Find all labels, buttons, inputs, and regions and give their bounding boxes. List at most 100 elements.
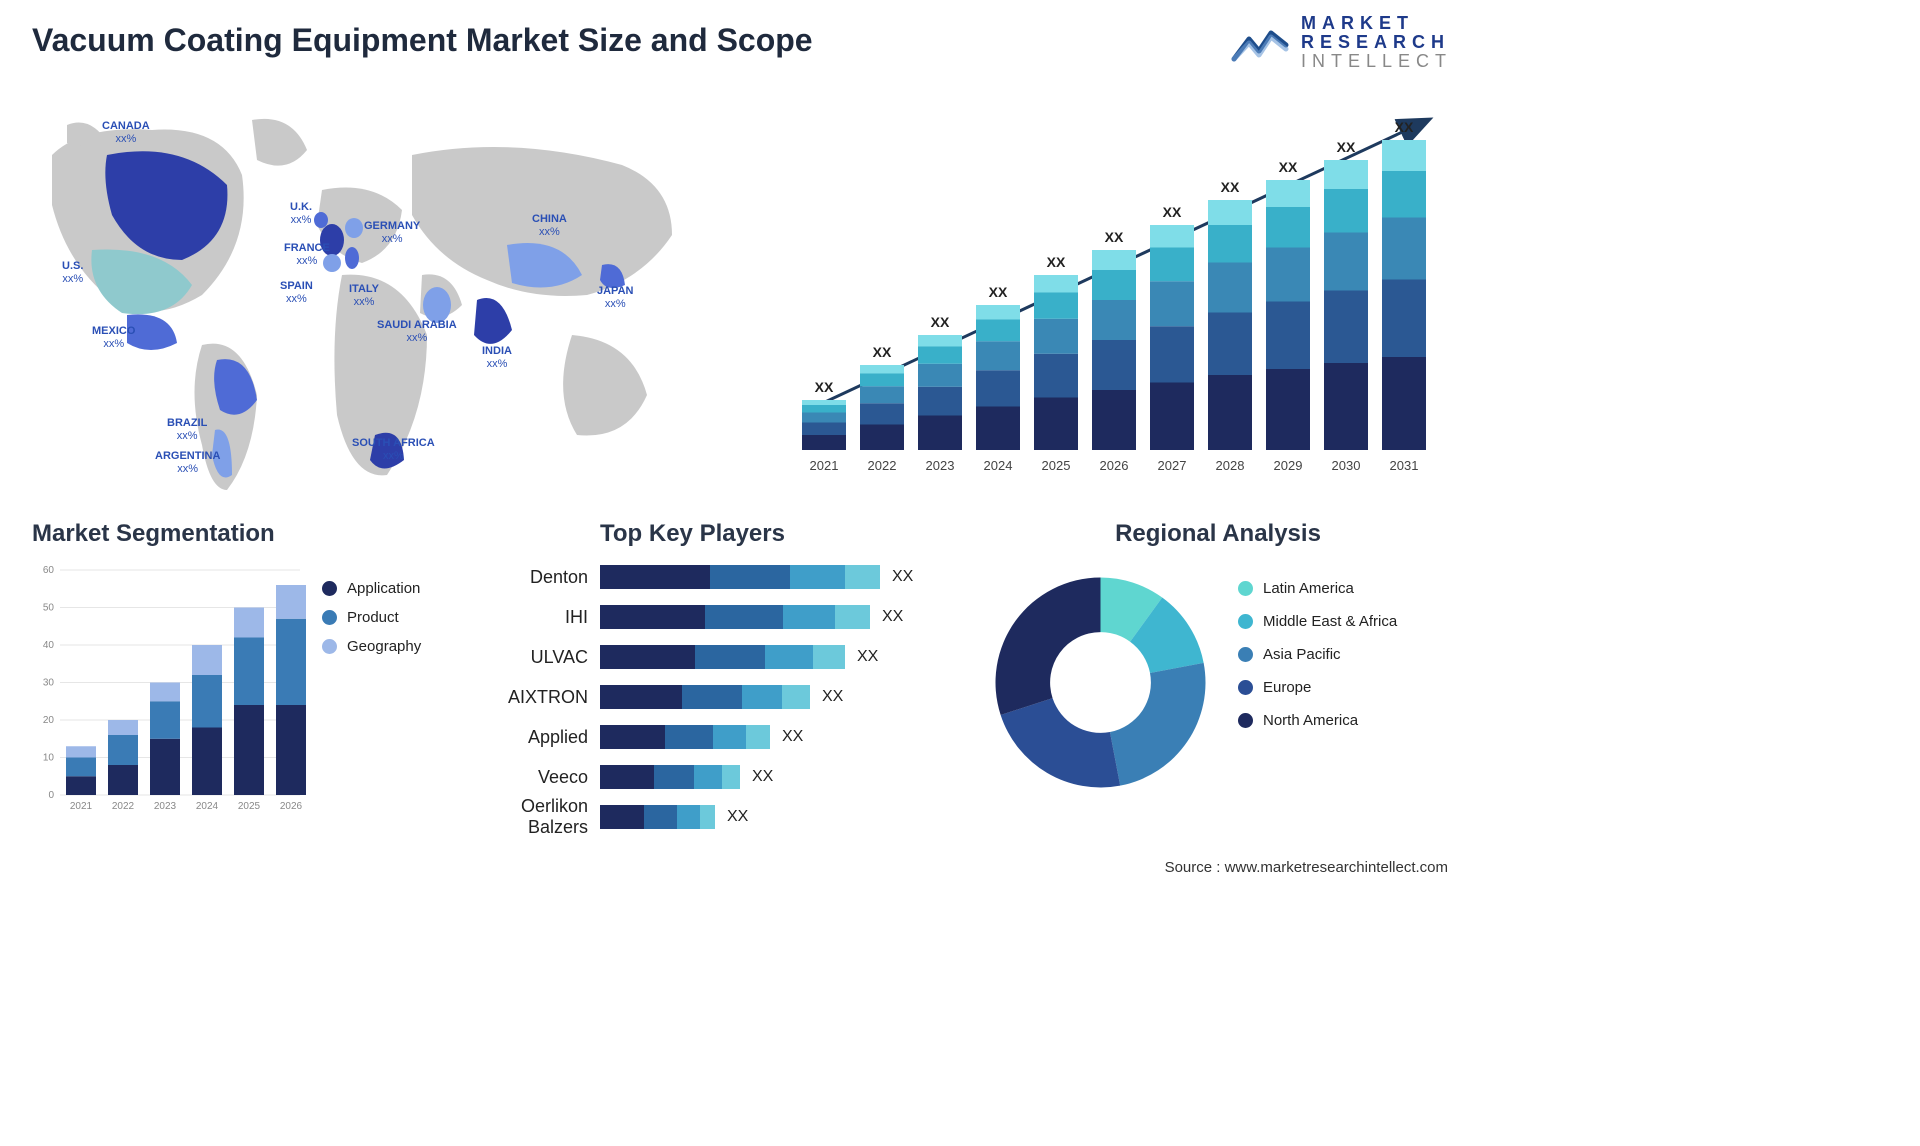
svg-text:60: 60 [43, 565, 55, 576]
regional-legend-latin-america: Latin America [1238, 580, 1397, 597]
svg-text:XX: XX [873, 344, 892, 360]
svg-text:XX: XX [931, 314, 950, 330]
svg-text:2021: 2021 [70, 801, 93, 812]
map-label-spain: SPAINxx% [280, 280, 313, 306]
map-label-germany: GERMANYxx% [364, 220, 420, 246]
map-italy [345, 247, 359, 269]
map-india [474, 298, 512, 344]
logo-line2: RESEARCH [1301, 33, 1452, 52]
svg-text:XX: XX [1105, 229, 1124, 245]
player-value: XX [752, 768, 773, 786]
player-bar [600, 805, 715, 829]
player-name: Denton [460, 567, 600, 588]
regional-legend: Latin AmericaMiddle East & AfricaAsia Pa… [1238, 580, 1397, 745]
svg-text:2028: 2028 [1216, 458, 1245, 473]
svg-text:30: 30 [43, 678, 55, 689]
player-value: XX [857, 648, 878, 666]
map-label-india: INDIAxx% [482, 345, 512, 371]
svg-text:2026: 2026 [1100, 458, 1129, 473]
map-label-france: FRANCExx% [284, 242, 330, 268]
player-row-oerlikon-balzers: Oerlikon BalzersXX [460, 802, 970, 832]
regional-legend-north-america: North America [1238, 712, 1397, 729]
svg-text:2023: 2023 [154, 801, 177, 812]
svg-text:2024: 2024 [196, 801, 219, 812]
seg-legend-product: Product [322, 609, 421, 626]
svg-text:XX: XX [815, 379, 834, 395]
player-name: Oerlikon Balzers [460, 796, 600, 838]
player-name: Applied [460, 727, 600, 748]
regional-legend-europe: Europe [1238, 679, 1397, 696]
player-row-ihi: IHI XX [460, 602, 970, 632]
svg-text:2030: 2030 [1332, 458, 1361, 473]
player-row-applied: Applied XX [460, 722, 970, 752]
svg-text:XX: XX [1221, 179, 1240, 195]
logo-mark-icon [1231, 21, 1289, 63]
svg-text:XX: XX [1337, 139, 1356, 155]
page-title: Vacuum Coating Equipment Market Size and… [32, 22, 813, 59]
players-rows: DentonXXIHIXXULVACXXAIXTRONXXAppliedXXVe… [460, 562, 970, 832]
regional-legend-middle-east-africa: Middle East & Africa [1238, 613, 1397, 630]
map-germany [345, 218, 363, 238]
svg-text:2027: 2027 [1158, 458, 1187, 473]
player-row-denton: Denton XX [460, 562, 970, 592]
svg-text:2023: 2023 [926, 458, 955, 473]
logo-line1: MARKET [1301, 14, 1452, 33]
player-value: XX [822, 688, 843, 706]
svg-text:2025: 2025 [1042, 458, 1071, 473]
svg-text:2029: 2029 [1274, 458, 1303, 473]
map-uk [314, 212, 328, 228]
svg-text:2022: 2022 [112, 801, 135, 812]
svg-text:XX: XX [1047, 254, 1066, 270]
player-name: AIXTRON [460, 687, 600, 708]
map-label-south-africa: SOUTH AFRICAxx% [352, 437, 435, 463]
svg-text:XX: XX [989, 284, 1008, 300]
segmentation-legend: Application Product Geography [322, 580, 421, 667]
player-name: IHI [460, 607, 600, 628]
segmentation-chart-svg: 0102030405060202120222023202420252026 [32, 560, 312, 830]
player-row-aixtron: AIXTRON XX [460, 682, 970, 712]
svg-text:40: 40 [43, 640, 55, 651]
svg-text:0: 0 [48, 790, 54, 801]
map-label-argentina: ARGENTINAxx% [155, 450, 220, 476]
map-label-brazil: BRAZILxx% [167, 417, 207, 443]
player-bar [600, 765, 740, 789]
player-value: XX [727, 808, 748, 826]
svg-text:2026: 2026 [280, 801, 303, 812]
player-value: XX [892, 568, 913, 586]
top-players-panel: Top Key Players DentonXXIHIXXULVACXXAIXT… [460, 520, 970, 840]
seg-legend-application: Application [322, 580, 421, 597]
svg-text:2024: 2024 [984, 458, 1013, 473]
svg-text:2031: 2031 [1390, 458, 1419, 473]
regional-donut-svg [988, 570, 1213, 795]
svg-text:50: 50 [43, 603, 55, 614]
segmentation-panel: Market Segmentation 01020304050602021202… [32, 520, 462, 840]
growth-chart-svg: XX 2021 XX 2022 XX 2023 XX 2024 XX 2025 XX 2026 XX 20… [788, 100, 1448, 490]
svg-text:2022: 2022 [868, 458, 897, 473]
logo-line3: INTELLECT [1301, 52, 1452, 71]
player-value: XX [882, 608, 903, 626]
players-title: Top Key Players [600, 520, 970, 548]
svg-text:XX: XX [1279, 159, 1298, 175]
map-label-china: CHINAxx% [532, 213, 567, 239]
player-name: Veeco [460, 767, 600, 788]
player-bar [600, 685, 810, 709]
segmentation-title: Market Segmentation [32, 520, 462, 548]
map-label-u-s-: U.S.xx% [62, 260, 83, 286]
regional-title: Regional Analysis [988, 520, 1448, 548]
player-name: ULVAC [460, 647, 600, 668]
brand-logo: MARKET RESEARCH INTELLECT [1231, 14, 1452, 71]
svg-text:XX: XX [1163, 204, 1182, 220]
seg-legend-geography: Geography [322, 638, 421, 655]
player-bar [600, 565, 880, 589]
player-value: XX [782, 728, 803, 746]
map-label-mexico: MEXICOxx% [92, 325, 135, 351]
map-brazil [214, 359, 257, 415]
growth-chart-panel: XX 2021 XX 2022 XX 2023 XX 2024 XX 2025 XX 2026 XX 20… [788, 100, 1448, 490]
player-bar [600, 725, 770, 749]
player-row-veeco: Veeco XX [460, 762, 970, 792]
svg-text:20: 20 [43, 715, 55, 726]
map-label-u-k-: U.K.xx% [290, 201, 312, 227]
player-row-ulvac: ULVAC XX [460, 642, 970, 672]
world-map-panel: CANADAxx%U.S.xx%MEXICOxx%BRAZILxx%ARGENT… [32, 95, 712, 495]
svg-text:2021: 2021 [810, 458, 839, 473]
